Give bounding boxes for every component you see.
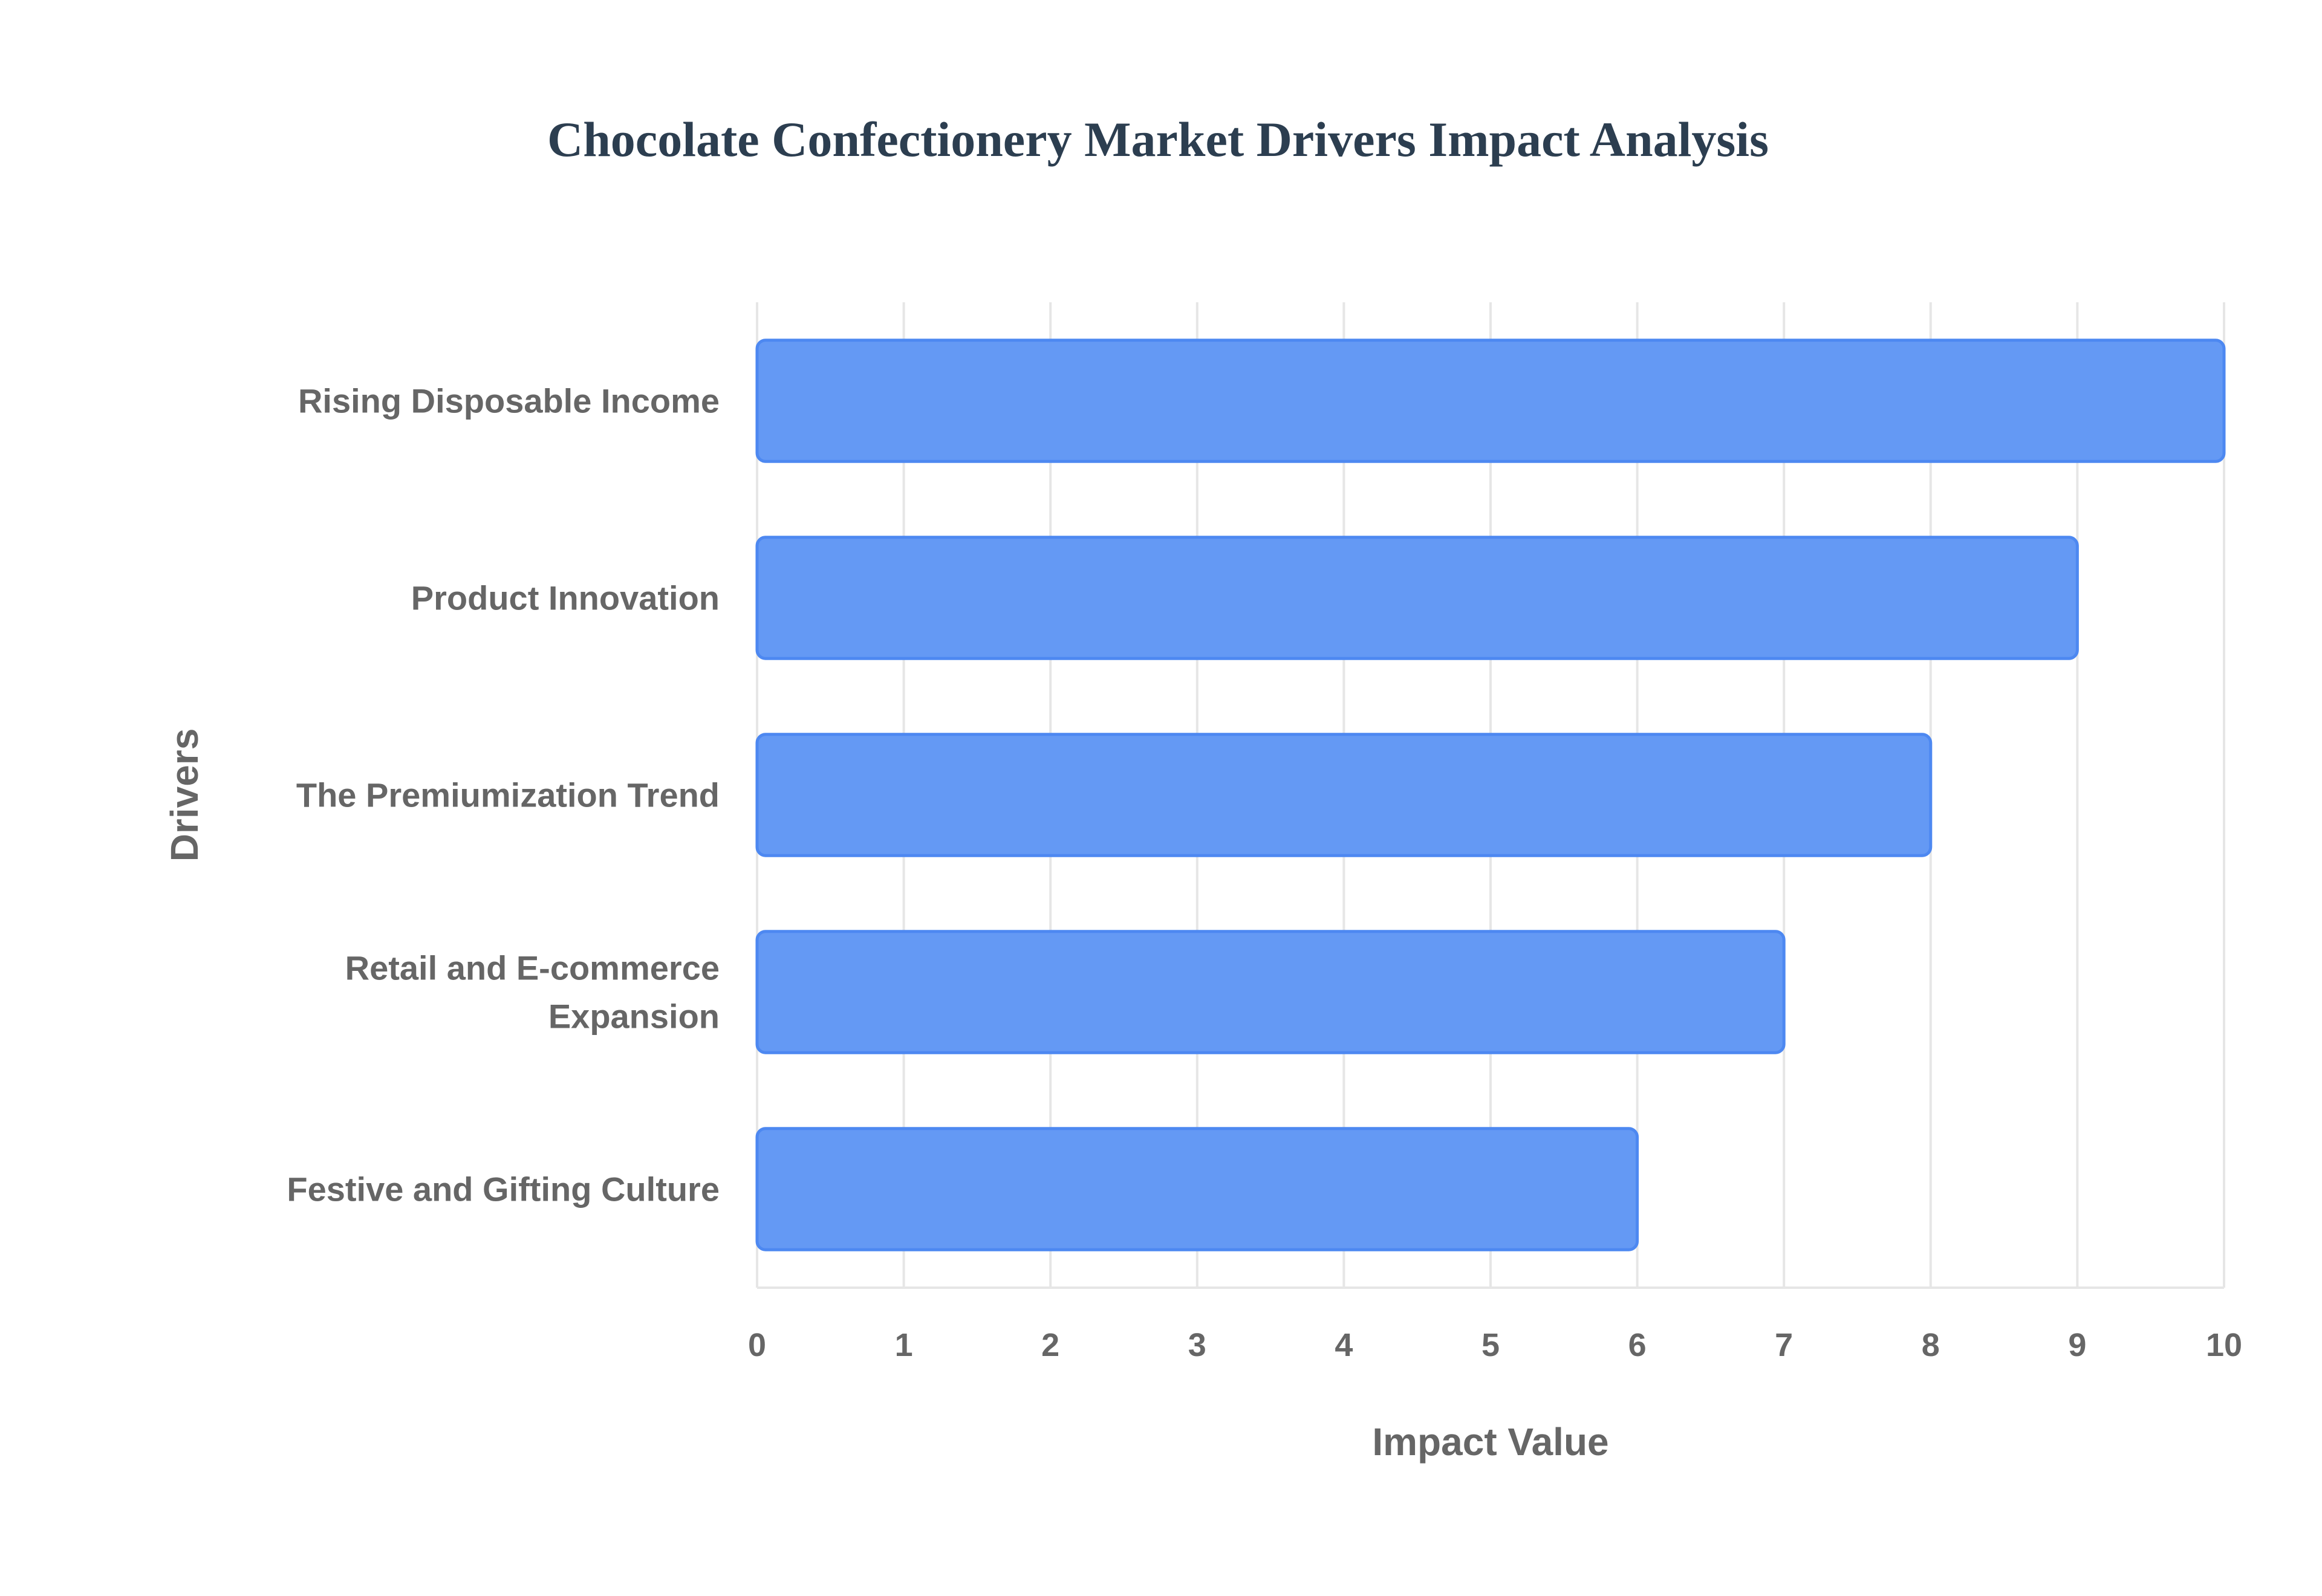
category-label: Festive and Gifting Culture (287, 1170, 720, 1208)
x-tick-label: 1 (895, 1327, 913, 1363)
x-tick-label: 0 (748, 1327, 766, 1363)
bar-1 (755, 339, 2226, 463)
category-label: The Premiumization Trend (296, 776, 720, 814)
category-label: Product Innovation (411, 579, 720, 617)
category-label: Retail and E-commerce (345, 949, 720, 987)
bar-5 (755, 1127, 1639, 1251)
x-tick-label: 8 (1922, 1327, 1940, 1363)
x-tick-label: 6 (1628, 1327, 1647, 1363)
category-label: Expansion (548, 997, 720, 1036)
x-tick-label: 7 (1775, 1327, 1793, 1363)
x-axis-title: Impact Value (1372, 1420, 1608, 1464)
x-tick-label: 4 (1335, 1327, 1353, 1363)
x-tick-label: 3 (1188, 1327, 1206, 1363)
x-tick-label: 10 (2206, 1327, 2242, 1363)
x-tick-label: 2 (1041, 1327, 1059, 1363)
bar-2 (755, 536, 2079, 660)
category-label: Rising Disposable Income (298, 382, 720, 420)
bar-4 (755, 930, 1786, 1054)
chart-title: Chocolate Confectionery Market Drivers I… (547, 112, 1769, 167)
x-tick-label: 5 (1481, 1327, 1500, 1363)
bar-3 (755, 733, 1933, 857)
bars (755, 339, 2226, 1251)
x-tick-labels: 0 1 2 3 4 5 6 7 8 9 10 (748, 1327, 2242, 1363)
x-tick-label: 9 (2068, 1327, 2086, 1363)
y-axis-title: Drivers (163, 728, 206, 862)
category-labels: Rising Disposable Income Product Innovati… (287, 382, 720, 1208)
